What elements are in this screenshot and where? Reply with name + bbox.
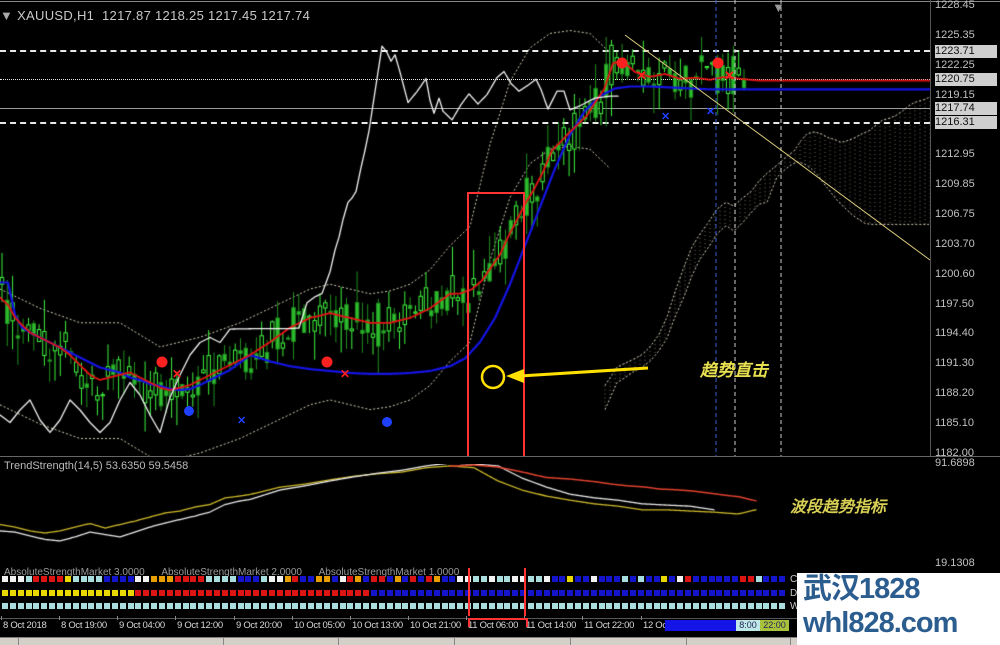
svg-text:▼: ▼: [772, 0, 785, 15]
svg-text:✕: ✕: [724, 68, 735, 83]
svg-text:✕: ✕: [661, 111, 670, 123]
svg-text:✕: ✕: [706, 106, 715, 118]
svg-text:✕: ✕: [636, 68, 647, 83]
svg-text:✕: ✕: [172, 367, 182, 381]
svg-text:✕: ✕: [340, 367, 350, 381]
svg-text:✕: ✕: [237, 415, 246, 427]
